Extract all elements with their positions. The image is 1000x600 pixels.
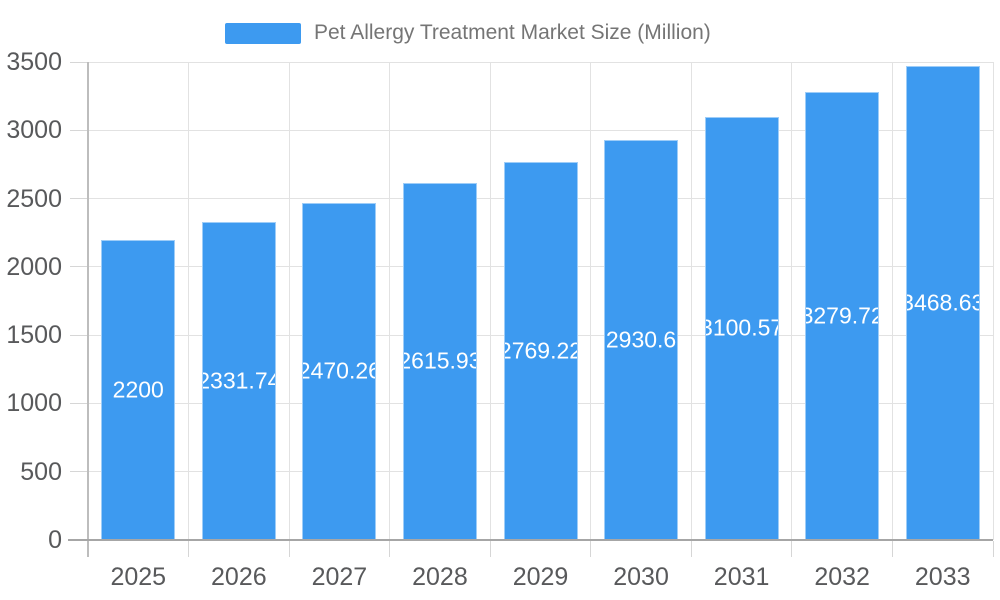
v-gridline bbox=[590, 62, 592, 540]
x-axis-tick bbox=[188, 541, 190, 557]
v-gridline bbox=[891, 62, 893, 540]
bar[interactable]: 3468.63 bbox=[905, 66, 980, 540]
bar-value-label: 2200 bbox=[112, 376, 164, 403]
v-gridline bbox=[188, 62, 190, 540]
bar-value-label: 2930.6 bbox=[605, 326, 677, 353]
legend-label: Pet Allergy Treatment Market Size (Milli… bbox=[314, 21, 711, 44]
legend-item[interactable]: Pet Allergy Treatment Market Size (Milli… bbox=[225, 21, 711, 45]
v-gridline bbox=[690, 62, 692, 540]
y-axis-label: 1500 bbox=[6, 321, 62, 350]
y-axis-label: 1000 bbox=[6, 389, 62, 418]
y-axis-label: 0 bbox=[48, 526, 62, 554]
x-axis-tick bbox=[590, 541, 592, 557]
bar-value-label: 2331.74 bbox=[203, 367, 275, 394]
x-axis-tick bbox=[992, 541, 994, 557]
x-axis-label: 2026 bbox=[211, 563, 267, 591]
bar-value-label: 2470.26 bbox=[303, 357, 375, 384]
y-axis-label: 3500 bbox=[6, 48, 62, 76]
y-axis-tick bbox=[70, 129, 88, 131]
y-axis-label: 2500 bbox=[6, 184, 62, 213]
y-axis-label: 500 bbox=[20, 457, 62, 486]
y-axis-tick bbox=[70, 402, 88, 404]
h-gridline bbox=[88, 61, 993, 63]
legend-swatch bbox=[225, 22, 301, 44]
bar[interactable]: 3100.57 bbox=[704, 116, 779, 540]
v-gridline bbox=[288, 62, 290, 540]
x-axis-tick bbox=[489, 541, 491, 557]
v-gridline bbox=[389, 62, 391, 540]
bar-value-label: 3468.63 bbox=[907, 289, 979, 316]
x-axis-tick bbox=[389, 541, 391, 557]
x-axis-label: 2031 bbox=[713, 563, 770, 591]
v-gridline bbox=[489, 62, 491, 540]
h-gridline bbox=[88, 129, 993, 131]
y-axis-label: 2000 bbox=[6, 252, 62, 281]
x-axis-tick bbox=[690, 541, 692, 557]
x-axis-line bbox=[68, 539, 993, 541]
v-gridline bbox=[791, 62, 793, 540]
x-axis-label: 2032 bbox=[814, 563, 870, 591]
x-axis-tick bbox=[791, 541, 793, 557]
v-gridline bbox=[992, 62, 994, 540]
x-axis-label: 2029 bbox=[512, 563, 569, 591]
bar[interactable]: 3279.72 bbox=[805, 92, 880, 540]
y-axis-tick bbox=[70, 266, 88, 268]
bar-value-label: 3279.72 bbox=[806, 302, 878, 329]
bar[interactable]: 2331.74 bbox=[201, 221, 276, 540]
x-axis-tick bbox=[288, 541, 290, 557]
bar[interactable]: 2930.6 bbox=[604, 139, 679, 540]
x-axis-label: 2033 bbox=[914, 563, 971, 591]
x-axis-label: 2028 bbox=[412, 563, 468, 591]
x-axis-label: 2030 bbox=[613, 563, 669, 591]
y-axis-tick bbox=[70, 198, 88, 200]
bar-value-label: 2769.22 bbox=[505, 337, 577, 364]
y-axis-label: 3000 bbox=[6, 116, 62, 145]
y-axis-tick bbox=[70, 61, 88, 63]
y-axis-line bbox=[87, 62, 89, 557]
bar[interactable]: 2769.22 bbox=[503, 161, 578, 540]
bar[interactable]: 2200 bbox=[101, 239, 176, 540]
x-axis-label: 2025 bbox=[110, 563, 167, 591]
bar[interactable]: 2470.26 bbox=[302, 202, 377, 540]
y-axis-tick bbox=[70, 471, 88, 473]
x-axis-tick bbox=[891, 541, 893, 557]
x-axis-label: 2027 bbox=[311, 563, 368, 591]
bar-value-label: 3100.57 bbox=[706, 314, 778, 341]
y-axis-tick bbox=[70, 334, 88, 336]
